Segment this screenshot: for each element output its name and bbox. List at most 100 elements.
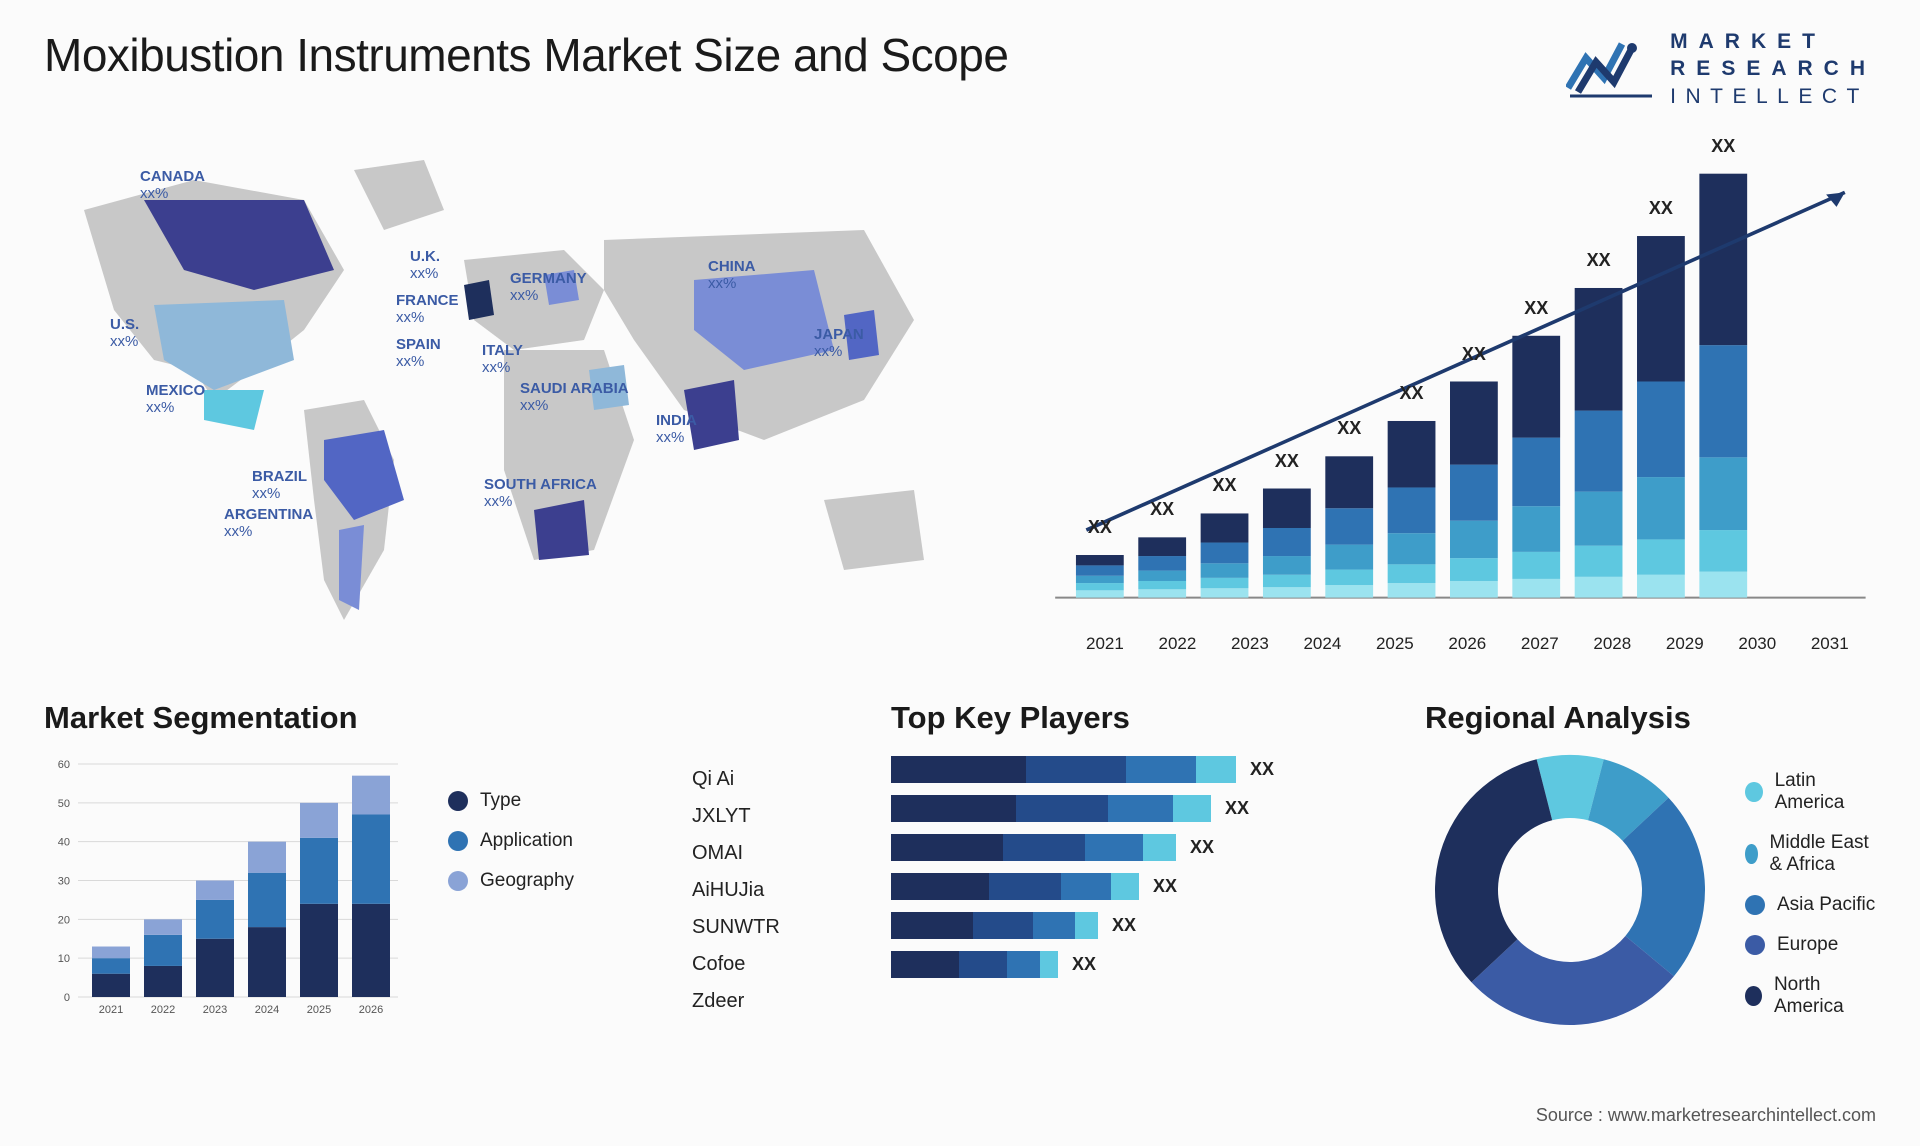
- legend-dot-icon: [1745, 844, 1758, 864]
- legend-label: Application: [480, 830, 573, 852]
- svg-text:0: 0: [64, 992, 70, 1004]
- hbar-segment: [1126, 756, 1196, 783]
- svg-text:2025: 2025: [307, 1004, 331, 1016]
- growth-year-label: 2022: [1141, 634, 1213, 654]
- hbar-value: XX: [1225, 798, 1249, 819]
- player-list-item: Qi Ai: [692, 768, 847, 791]
- legend-dot-icon: [448, 791, 468, 811]
- key-player-bar: XX: [891, 910, 1381, 941]
- country-label: U.K.xx%: [410, 248, 440, 283]
- key-player-bar: XX: [891, 949, 1381, 980]
- country-label: CHINAxx%: [708, 258, 756, 293]
- logo-mark-icon: [1566, 38, 1656, 100]
- country-label: MEXICOxx%: [146, 382, 205, 417]
- hbar-segment: [1085, 834, 1143, 861]
- legend-label: Geography: [480, 870, 574, 892]
- hbar-segment: [1061, 873, 1111, 900]
- growth-bar-value: XX: [1150, 499, 1174, 520]
- growth-bar-value: XX: [1213, 475, 1237, 496]
- regional-legend: Latin America Middle East & Africa Asia Pa…: [1745, 750, 1876, 1040]
- svg-text:2023: 2023: [203, 1004, 227, 1016]
- segmentation-section: Market Segmentation 01020304050602021202…: [44, 700, 404, 1040]
- hbar-segment: [1108, 795, 1173, 822]
- growth-year-label: 2021: [1069, 634, 1141, 654]
- growth-chart: 2021202220232024202520262027202820292030…: [1024, 140, 1876, 650]
- country-label: ITALYxx%: [482, 342, 523, 377]
- svg-text:2024: 2024: [255, 1004, 279, 1016]
- legend-dot-icon: [1745, 986, 1762, 1006]
- hbar-segment: [1075, 912, 1098, 939]
- svg-text:2021: 2021: [99, 1004, 123, 1016]
- legend-item: Middle East & Africa: [1745, 832, 1876, 876]
- hbar-value: XX: [1153, 876, 1177, 897]
- hbar-segment: [989, 873, 1061, 900]
- svg-text:50: 50: [58, 798, 70, 810]
- hbar-segment: [1040, 951, 1058, 978]
- legend-item: Latin America: [1745, 770, 1876, 814]
- hbar-segment: [891, 912, 973, 939]
- svg-text:40: 40: [58, 837, 70, 849]
- legend-label: Latin America: [1775, 770, 1876, 814]
- hbar-segment: [891, 756, 1026, 783]
- country-label: BRAZILxx%: [252, 468, 307, 503]
- world-map-region: CANADAxx%U.S.xx%MEXICOxx%BRAZILxx%ARGENT…: [44, 140, 974, 650]
- key-player-bar: XX: [891, 793, 1381, 824]
- legend-dot-icon: [448, 831, 468, 851]
- legend-dot-icon: [448, 871, 468, 891]
- growth-year-label: 2031: [1794, 634, 1866, 654]
- legend-item: Application: [448, 830, 648, 852]
- players-list: Qi AiJXLYTOMAIAiHUJiaSUNWTRCofoeZdeer: [692, 700, 847, 1040]
- donut-chart-svg: [1425, 740, 1715, 1030]
- hbar-segment: [1196, 756, 1236, 783]
- player-list-item: Cofoe: [692, 953, 847, 976]
- country-label: SAUDI ARABIAxx%: [520, 380, 629, 415]
- growth-year-label: 2028: [1576, 634, 1648, 654]
- legend-label: Europe: [1777, 934, 1838, 956]
- legend-item: Type: [448, 790, 648, 812]
- legend-item: Asia Pacific: [1745, 894, 1876, 916]
- growth-year-label: 2030: [1721, 634, 1793, 654]
- legend-item: Europe: [1745, 934, 1876, 956]
- logo-text: MARKET RESEARCH INTELLECT: [1670, 28, 1876, 110]
- svg-text:30: 30: [58, 875, 70, 887]
- legend-dot-icon: [1745, 895, 1765, 915]
- donut-chart: [1425, 740, 1715, 1040]
- header: Moxibustion Instruments Market Size and …: [44, 28, 1876, 110]
- country-label: FRANCExx%: [396, 292, 459, 327]
- svg-text:2026: 2026: [359, 1004, 383, 1016]
- growth-year-label: 2025: [1359, 634, 1431, 654]
- key-player-bar: XX: [891, 832, 1381, 863]
- growth-year-label: 2023: [1214, 634, 1286, 654]
- hbar-segment: [1003, 834, 1085, 861]
- key-players-title: Top Key Players: [891, 700, 1381, 736]
- hbar-segment: [891, 951, 959, 978]
- player-list-item: Zdeer: [692, 990, 847, 1013]
- top-row: CANADAxx%U.S.xx%MEXICOxx%BRAZILxx%ARGENT…: [44, 140, 1876, 650]
- segmentation-chart-svg: 0102030405060202120222023202420252026: [44, 754, 404, 1019]
- hbar-segment: [1111, 873, 1139, 900]
- hbar-segment: [1143, 834, 1176, 861]
- growth-bar-value: XX: [1337, 418, 1361, 439]
- brand-logo: MARKET RESEARCH INTELLECT: [1566, 28, 1876, 110]
- svg-text:10: 10: [58, 953, 70, 965]
- legend-item: Geography: [448, 870, 648, 892]
- country-label: CANADAxx%: [140, 168, 205, 203]
- growth-bar-value: XX: [1711, 136, 1735, 157]
- growth-year-label: 2026: [1431, 634, 1503, 654]
- legend-dot-icon: [1745, 935, 1765, 955]
- hbar-value: XX: [1072, 954, 1096, 975]
- legend-dot-icon: [1745, 782, 1763, 802]
- key-players-section: Top Key Players XX XX XX XX XX XX: [891, 700, 1381, 1040]
- hbar-segment: [1007, 951, 1040, 978]
- svg-text:2022: 2022: [151, 1004, 175, 1016]
- segmentation-title: Market Segmentation: [44, 700, 404, 736]
- hbar-value: XX: [1112, 915, 1136, 936]
- country-label: SOUTH AFRICAxx%: [484, 476, 597, 511]
- hbar-segment: [1016, 795, 1108, 822]
- svg-text:60: 60: [58, 759, 70, 771]
- key-player-bar: XX: [891, 754, 1381, 785]
- country-label: INDIAxx%: [656, 412, 697, 447]
- growth-year-label: 2029: [1649, 634, 1721, 654]
- growth-bar-value: XX: [1275, 451, 1299, 472]
- growth-year-label: 2024: [1286, 634, 1358, 654]
